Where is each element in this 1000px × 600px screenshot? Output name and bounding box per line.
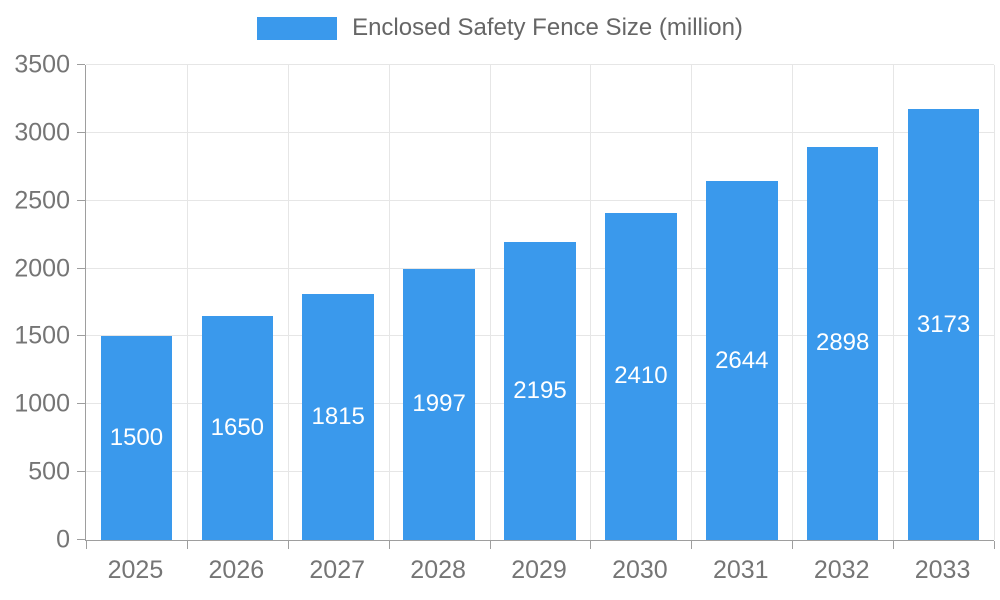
y-axis-tick [77, 267, 85, 269]
bar-value-label: 1500 [109, 424, 164, 452]
x-axis-tick [186, 541, 188, 549]
legend: Enclosed Safety Fence Size (million) [0, 14, 1000, 42]
x-axis-tick [893, 541, 895, 549]
gridline-vertical [388, 65, 390, 540]
gridline-vertical [691, 65, 693, 540]
bar: 3173 [907, 109, 980, 540]
plot-area: 1500 1650 1815 1997 2195 2410 2644 2898 3173 [77, 64, 995, 549]
gridline-horizontal [86, 199, 994, 201]
gridline-vertical [893, 65, 895, 540]
x-axis-tick [388, 541, 390, 549]
x-axis-tick [86, 541, 87, 549]
y-axis-tick [77, 471, 85, 473]
x-axis-labels: 2025 2026 2027 2028 2029 2030 2031 2032 2033 [85, 556, 993, 585]
x-axis-tick-label: 2029 [511, 556, 567, 584]
x-axis-tick-label: 2025 [107, 556, 164, 584]
x-axis-tick [691, 541, 693, 549]
gridline-vertical [994, 65, 995, 540]
legend-swatch [257, 16, 338, 40]
x-axis-tick [287, 541, 289, 549]
axis-ticks-layer [77, 64, 995, 549]
bar-slot: 2410 [590, 65, 691, 540]
bar: 2410 [605, 212, 677, 540]
bars-layer: 1500 1650 1815 1997 2195 2410 2644 2898 3173 [86, 65, 994, 540]
y-axis-tick-label: 500 [28, 457, 70, 486]
x-axis-tick-label: 2032 [813, 556, 870, 584]
legend-item[interactable]: Enclosed Safety Fence Size (million) [257, 14, 743, 42]
bar-value-label: 2195 [513, 377, 567, 405]
bar: 2195 [504, 242, 576, 540]
bar-value-label: 2410 [614, 362, 668, 390]
x-axis-tick-label: 2031 [712, 556, 769, 584]
bar-value-label: 3173 [916, 310, 971, 338]
gridline-horizontal [86, 131, 994, 133]
gridline-vertical [287, 65, 289, 540]
y-axis-tick-label: 1500 [14, 321, 70, 350]
y-axis-tick [77, 335, 85, 337]
y-axis-labels: 0 500 1000 1500 2000 2500 3000 3500 [0, 52, 70, 552]
bar-slot: 3173 [893, 65, 994, 540]
gridline-vertical [792, 65, 794, 540]
y-axis-tick-label: 0 [56, 525, 70, 554]
y-axis-tick [77, 64, 85, 65]
bar-value-label: 1815 [311, 402, 365, 430]
y-axis-tick-label: 1000 [14, 389, 70, 418]
x-axis-tick [489, 541, 491, 549]
gridline-vertical [489, 65, 491, 540]
y-axis-tick-label: 3000 [14, 118, 70, 147]
bar: 1500 [100, 336, 173, 540]
x-axis-tick [590, 541, 592, 549]
bar-slot: 2195 [490, 65, 591, 540]
gridline-horizontal [86, 64, 994, 65]
y-axis-tick [77, 199, 85, 201]
y-axis-tick-label: 2000 [14, 254, 70, 283]
y-axis-tick [77, 403, 85, 405]
y-axis-tick [77, 539, 85, 540]
y-axis-tick-label: 2500 [14, 186, 70, 215]
x-axis-tick-label: 2027 [309, 556, 366, 584]
x-axis-tick-label: 2026 [208, 556, 265, 584]
bar: 1997 [403, 268, 475, 540]
bar: 2898 [806, 146, 879, 540]
bar-slot: 2898 [792, 65, 893, 540]
x-axis-tick-label: 2028 [410, 556, 466, 584]
x-axis-tick [792, 541, 794, 549]
y-axis-tick-label: 3500 [14, 50, 70, 79]
y-axis-tick [77, 131, 85, 133]
bar-slot: 1997 [389, 65, 490, 540]
bar-value-label: 1997 [412, 390, 466, 418]
bar: 1815 [302, 293, 375, 540]
legend-label: Enclosed Safety Fence Size (million) [352, 14, 743, 41]
bar-slot: 1650 [187, 65, 288, 540]
bar-slot: 2644 [691, 65, 792, 540]
bar: 1650 [201, 316, 274, 540]
x-axis-tick [994, 541, 995, 549]
bar-value-label: 2898 [815, 329, 870, 357]
bar-slot: 1500 [86, 65, 187, 540]
gridline-vertical [590, 65, 592, 540]
x-axis-tick-label: 2030 [612, 556, 668, 584]
gridline-vertical [186, 65, 188, 540]
x-axis-tick-label: 2033 [914, 556, 971, 584]
bar-slot: 1815 [288, 65, 389, 540]
bar-value-label: 2644 [715, 346, 769, 374]
bar: 2644 [705, 181, 778, 540]
bar-value-label: 1650 [210, 414, 265, 442]
